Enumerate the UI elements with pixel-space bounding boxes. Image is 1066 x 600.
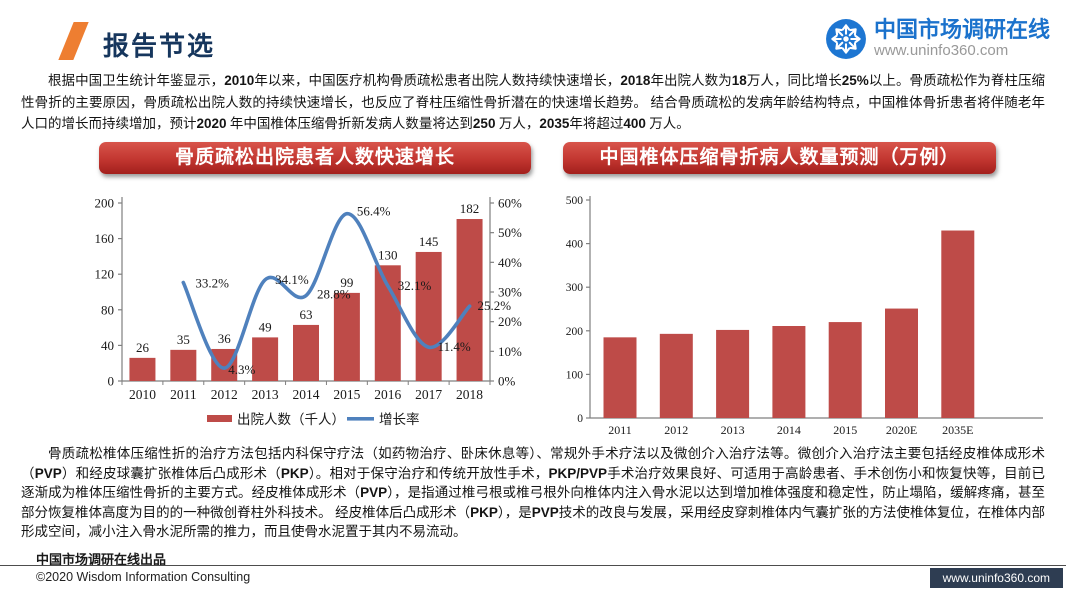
compass-arrows-icon bbox=[826, 19, 866, 59]
svg-text:2014: 2014 bbox=[293, 387, 320, 402]
svg-text:400: 400 bbox=[566, 239, 584, 251]
svg-text:40%: 40% bbox=[498, 255, 522, 270]
svg-text:200: 200 bbox=[566, 326, 584, 338]
svg-text:2013: 2013 bbox=[252, 387, 279, 402]
footer-brand: 中国市场调研在线出品 bbox=[36, 552, 167, 567]
svg-text:0%: 0% bbox=[498, 374, 516, 389]
left-chart-title-banner: 骨质疏松出院患者人数快速增长 bbox=[99, 142, 531, 174]
svg-text:49: 49 bbox=[259, 319, 272, 334]
logo-text: 中国市场调研在线 bbox=[873, 17, 1050, 42]
svg-text:25.2%: 25.2% bbox=[478, 298, 512, 313]
svg-text:2011: 2011 bbox=[608, 423, 632, 437]
svg-text:182: 182 bbox=[460, 201, 480, 216]
svg-text:2011: 2011 bbox=[170, 387, 197, 402]
svg-text:0: 0 bbox=[108, 374, 115, 389]
svg-text:36: 36 bbox=[218, 331, 232, 346]
osteoporosis-discharge-combo-chart: 0 40 80 120 160 200 0% 10% 20% 30% 40% 50% 60% 26 2010… bbox=[15, 188, 550, 445]
right-chart-title-banner: 中国椎体压缩骨折病人数量预测（万例） bbox=[563, 142, 996, 174]
svg-text:30%: 30% bbox=[498, 285, 522, 300]
svg-text:2012: 2012 bbox=[211, 387, 238, 402]
svg-text:33.2%: 33.2% bbox=[195, 276, 229, 291]
svg-text:4.3%: 4.3% bbox=[228, 362, 255, 377]
logo-url[interactable]: www.uninfo360.com bbox=[873, 42, 1009, 59]
page-title: 报告节选 bbox=[103, 31, 216, 61]
svg-text:145: 145 bbox=[419, 234, 439, 249]
svg-text:130: 130 bbox=[378, 247, 398, 262]
svg-text:增长率: 增长率 bbox=[379, 411, 420, 427]
svg-text:200: 200 bbox=[95, 196, 115, 211]
svg-text:2015: 2015 bbox=[833, 423, 857, 437]
svg-text:2015: 2015 bbox=[333, 387, 360, 402]
site-logo[interactable]: 中国市场调研在线 www.uninfo360.com bbox=[825, 18, 1050, 60]
svg-text:32.1%: 32.1% bbox=[398, 278, 432, 293]
svg-text:28.8%: 28.8% bbox=[317, 287, 351, 302]
body-paragraph: 骨质疏松椎体压缩性折的治疗方法包括内科保守疗法（如药物治疗、卧床休息等）、常规外… bbox=[21, 446, 1046, 540]
svg-text:11.4%: 11.4% bbox=[438, 339, 471, 354]
svg-text:99: 99 bbox=[340, 275, 353, 290]
svg-text:2018: 2018 bbox=[456, 387, 483, 402]
svg-text:20%: 20% bbox=[498, 314, 522, 329]
svg-text:2013: 2013 bbox=[721, 423, 745, 437]
svg-text:80: 80 bbox=[101, 302, 114, 317]
svg-text:2012: 2012 bbox=[664, 423, 688, 437]
svg-text:500: 500 bbox=[566, 195, 584, 207]
svg-text:100: 100 bbox=[566, 369, 584, 381]
slash-decoration-icon bbox=[58, 22, 89, 60]
vcf-forecast-bar-chart: 0 100 200 300 400 500 2011 2012 2013 2014 2015 2020… bbox=[555, 188, 1055, 445]
svg-text:40: 40 bbox=[101, 338, 114, 353]
svg-text:出院人数（千人）: 出院人数（千人） bbox=[237, 412, 345, 427]
svg-text:26: 26 bbox=[136, 340, 150, 355]
footer-divider bbox=[0, 565, 1066, 566]
svg-text:300: 300 bbox=[566, 282, 584, 294]
svg-text:2016: 2016 bbox=[374, 387, 401, 402]
svg-text:2017: 2017 bbox=[415, 387, 442, 402]
intro-paragraph: 根据中国卫生统计年鉴显示，2010年以来，中国医疗机构骨质疏松患者出院人数持续快… bbox=[21, 73, 1046, 131]
svg-text:50%: 50% bbox=[498, 225, 522, 240]
svg-text:60%: 60% bbox=[498, 196, 522, 211]
svg-text:34.1%: 34.1% bbox=[275, 272, 309, 287]
svg-text:35: 35 bbox=[177, 332, 190, 347]
svg-text:160: 160 bbox=[95, 231, 115, 246]
svg-text:63: 63 bbox=[300, 307, 313, 322]
footer-site-link[interactable]: www.uninfo360.com bbox=[929, 568, 1063, 588]
svg-text:120: 120 bbox=[95, 267, 115, 282]
svg-text:2035E: 2035E bbox=[942, 423, 973, 437]
svg-text:2010: 2010 bbox=[129, 387, 156, 402]
svg-text:2014: 2014 bbox=[777, 423, 801, 437]
svg-text:0: 0 bbox=[577, 413, 583, 425]
svg-text:56.4%: 56.4% bbox=[357, 204, 391, 219]
footer-copyright: ©2020 Wisdom Information Consulting bbox=[36, 570, 251, 584]
svg-text:10%: 10% bbox=[498, 344, 522, 359]
svg-text:2020E: 2020E bbox=[886, 423, 917, 437]
